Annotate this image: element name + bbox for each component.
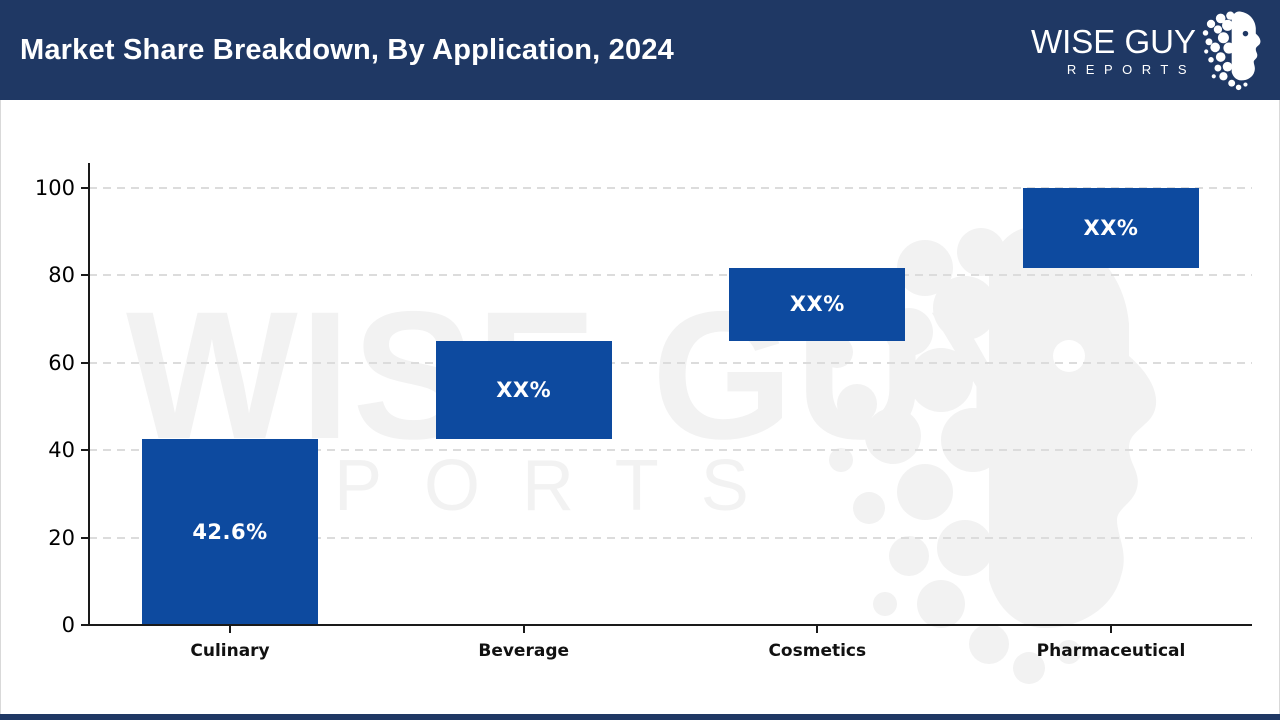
x-category-label: Cosmetics: [768, 641, 867, 661]
gridline-y-20: [89, 536, 1252, 539]
y-tick-mark: [81, 449, 89, 451]
x-tick-mark: [816, 625, 819, 633]
x-category-label: Pharmaceutical: [1036, 641, 1186, 661]
x-tick-mark: [522, 625, 525, 633]
logo-text-line1: WISE GUY: [1030, 23, 1196, 60]
y-axis-line: [88, 163, 90, 626]
y-tick-mark: [81, 536, 89, 539]
gridline-y-40: [89, 449, 1252, 451]
y-tick-mark: [81, 361, 89, 364]
bar-value-label: XX%: [789, 292, 845, 317]
bar-pharmaceutical: XX%: [1023, 187, 1199, 268]
bar-beverage: XX%: [435, 340, 612, 439]
y-tick-mark: [81, 624, 89, 626]
y-tick-label: 100: [34, 175, 75, 200]
x-category-label: Culinary: [190, 641, 270, 661]
gridline-y-60: [89, 361, 1252, 364]
y-tick-label: 20: [48, 525, 75, 550]
logo-face-icon: [1200, 10, 1262, 93]
y-tick-label: 80: [48, 263, 75, 287]
gridline-y-80: [89, 274, 1252, 276]
x-axis-line: [88, 624, 1252, 626]
y-tick-mark: [81, 274, 89, 276]
footer-accent-bar: [0, 714, 1280, 720]
bar-value-label: 42.6%: [192, 519, 268, 544]
y-tick-label: 40: [48, 438, 75, 462]
y-tick-label: 0: [61, 613, 75, 637]
x-category-label: Beverage: [478, 641, 570, 661]
y-tick-mark: [81, 186, 89, 189]
x-tick-mark: [1110, 625, 1112, 633]
x-tick-mark: [229, 625, 231, 633]
header-bar: Market Share Breakdown, By Application, …: [0, 0, 1280, 100]
bar-value-label: XX%: [1083, 215, 1139, 240]
brand-logo: WISE GUY REPORTS: [1022, 6, 1262, 96]
bar-cosmetics: XX%: [729, 267, 906, 341]
chart-title: Market Share Breakdown, By Application, …: [20, 33, 674, 66]
bar-culinary: 42.6%: [142, 438, 318, 625]
logo-text-line2: REPORTS: [1066, 62, 1196, 77]
gridline-y-100: [89, 186, 1252, 189]
bar-value-label: XX%: [496, 377, 552, 402]
y-tick-label: 60: [48, 350, 75, 375]
